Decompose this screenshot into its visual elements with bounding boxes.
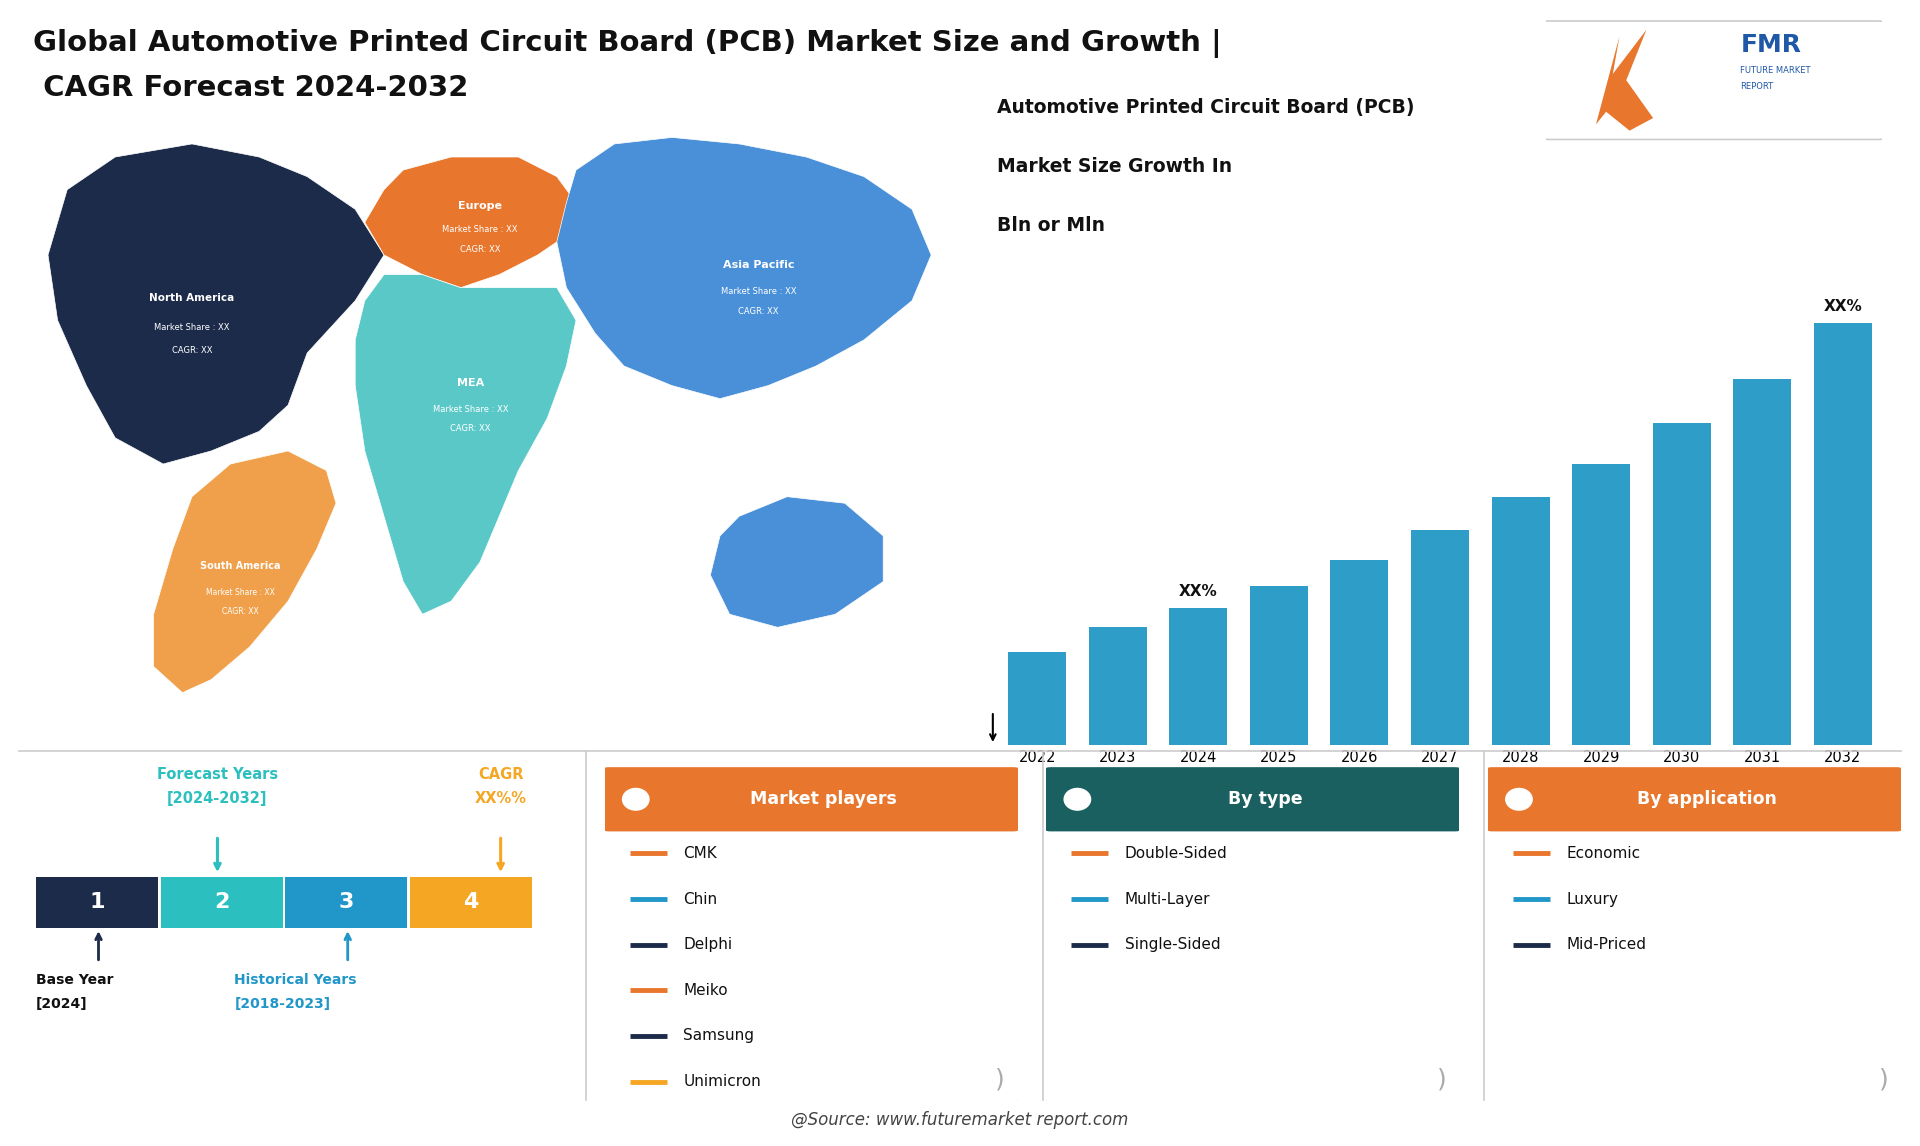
Text: Automotive Printed Circuit Board (PCB): Automotive Printed Circuit Board (PCB) [996,99,1415,117]
Text: MEA: MEA [457,378,484,387]
Bar [1653,423,1711,745]
FancyBboxPatch shape [286,877,407,928]
Text: Unimicron: Unimicron [684,1074,760,1089]
Text: Chin: Chin [684,892,718,906]
Bar [1572,464,1630,745]
Bar [1734,379,1791,745]
Text: FUTURE MARKET: FUTURE MARKET [1740,65,1811,74]
Text: CAGR: XX: CAGR: XX [737,307,780,316]
Text: Asia Pacific: Asia Pacific [722,260,795,270]
Text: By type: By type [1229,791,1302,808]
FancyBboxPatch shape [1542,21,1885,140]
Text: ): ) [1878,1068,1889,1092]
Text: XX%: XX% [1179,583,1217,599]
FancyBboxPatch shape [1482,767,1907,831]
Polygon shape [557,138,931,399]
FancyBboxPatch shape [36,877,157,928]
Bar [1250,586,1308,745]
Polygon shape [48,144,384,464]
Text: Single-Sided: Single-Sided [1125,937,1221,952]
Text: CAGR Forecast 2024-2032: CAGR Forecast 2024-2032 [33,74,468,102]
Polygon shape [355,275,576,614]
Circle shape [1064,788,1091,810]
Text: Forecast Years: Forecast Years [157,767,278,782]
Text: [2024-2032]: [2024-2032] [167,791,267,806]
Text: Historical Years: Historical Years [234,973,357,987]
Text: FMR: FMR [1740,33,1801,57]
Text: 1: 1 [90,893,106,912]
Polygon shape [1596,30,1653,131]
Polygon shape [710,496,883,627]
Bar [1411,531,1469,745]
Text: @Source: www.futuremarket report.com: @Source: www.futuremarket report.com [791,1110,1129,1129]
Text: 4: 4 [463,893,478,912]
Text: Market Share : XX: Market Share : XX [442,225,518,234]
Text: Market Share : XX: Market Share : XX [432,405,509,414]
Text: 2: 2 [213,893,228,912]
FancyBboxPatch shape [161,877,282,928]
Text: XX%%: XX%% [474,791,526,806]
Text: By application: By application [1638,791,1776,808]
Text: Luxury: Luxury [1567,892,1619,906]
Text: South America: South America [200,560,280,571]
Text: CAGR: XX: CAGR: XX [449,424,492,433]
Text: Multi-Layer: Multi-Layer [1125,892,1210,906]
Text: Europe: Europe [459,202,501,211]
Text: CAGR: XX: CAGR: XX [459,245,501,253]
Text: [2024]: [2024] [36,997,88,1011]
Text: 3: 3 [338,893,353,912]
Text: XX%: XX% [1824,299,1862,314]
FancyBboxPatch shape [599,767,1023,831]
Text: CAGR: XX: CAGR: XX [171,346,213,355]
Bar [1169,609,1227,745]
Text: Market Share : XX: Market Share : XX [720,288,797,296]
Text: Market Size Growth In: Market Size Growth In [996,157,1233,176]
FancyBboxPatch shape [411,877,532,928]
Text: [2018-2023]: [2018-2023] [234,997,330,1011]
Text: CMK: CMK [684,846,716,861]
Bar [1492,497,1549,745]
Bar [1089,627,1146,745]
Bar [1331,560,1388,745]
Text: Samsung: Samsung [684,1028,755,1043]
Bar [1008,652,1066,745]
Polygon shape [154,450,336,692]
Text: Delphi: Delphi [684,937,732,952]
Circle shape [622,788,649,810]
Text: Meiko: Meiko [684,983,728,998]
Text: CAGR: CAGR [478,767,524,782]
Text: Market Share : XX: Market Share : XX [205,588,275,597]
Text: CAGR: XX: CAGR: XX [221,607,259,617]
Text: Global Automotive Printed Circuit Board (PCB) Market Size and Growth |: Global Automotive Printed Circuit Board … [33,29,1221,57]
Text: Economic: Economic [1567,846,1640,861]
Text: Double-Sided: Double-Sided [1125,846,1227,861]
Text: Bln or Mln: Bln or Mln [996,215,1104,235]
Text: REPORT: REPORT [1740,83,1774,91]
Circle shape [1505,788,1532,810]
Text: Market players: Market players [751,791,897,808]
Text: ): ) [1436,1068,1448,1092]
Bar [1814,323,1872,745]
Text: Market Share : XX: Market Share : XX [154,323,230,332]
Polygon shape [365,157,576,288]
Text: Mid-Priced: Mid-Priced [1567,937,1647,952]
FancyBboxPatch shape [1041,767,1465,831]
Text: North America: North America [150,292,234,303]
Text: Base Year: Base Year [36,973,113,987]
Text: ): ) [995,1068,1006,1092]
